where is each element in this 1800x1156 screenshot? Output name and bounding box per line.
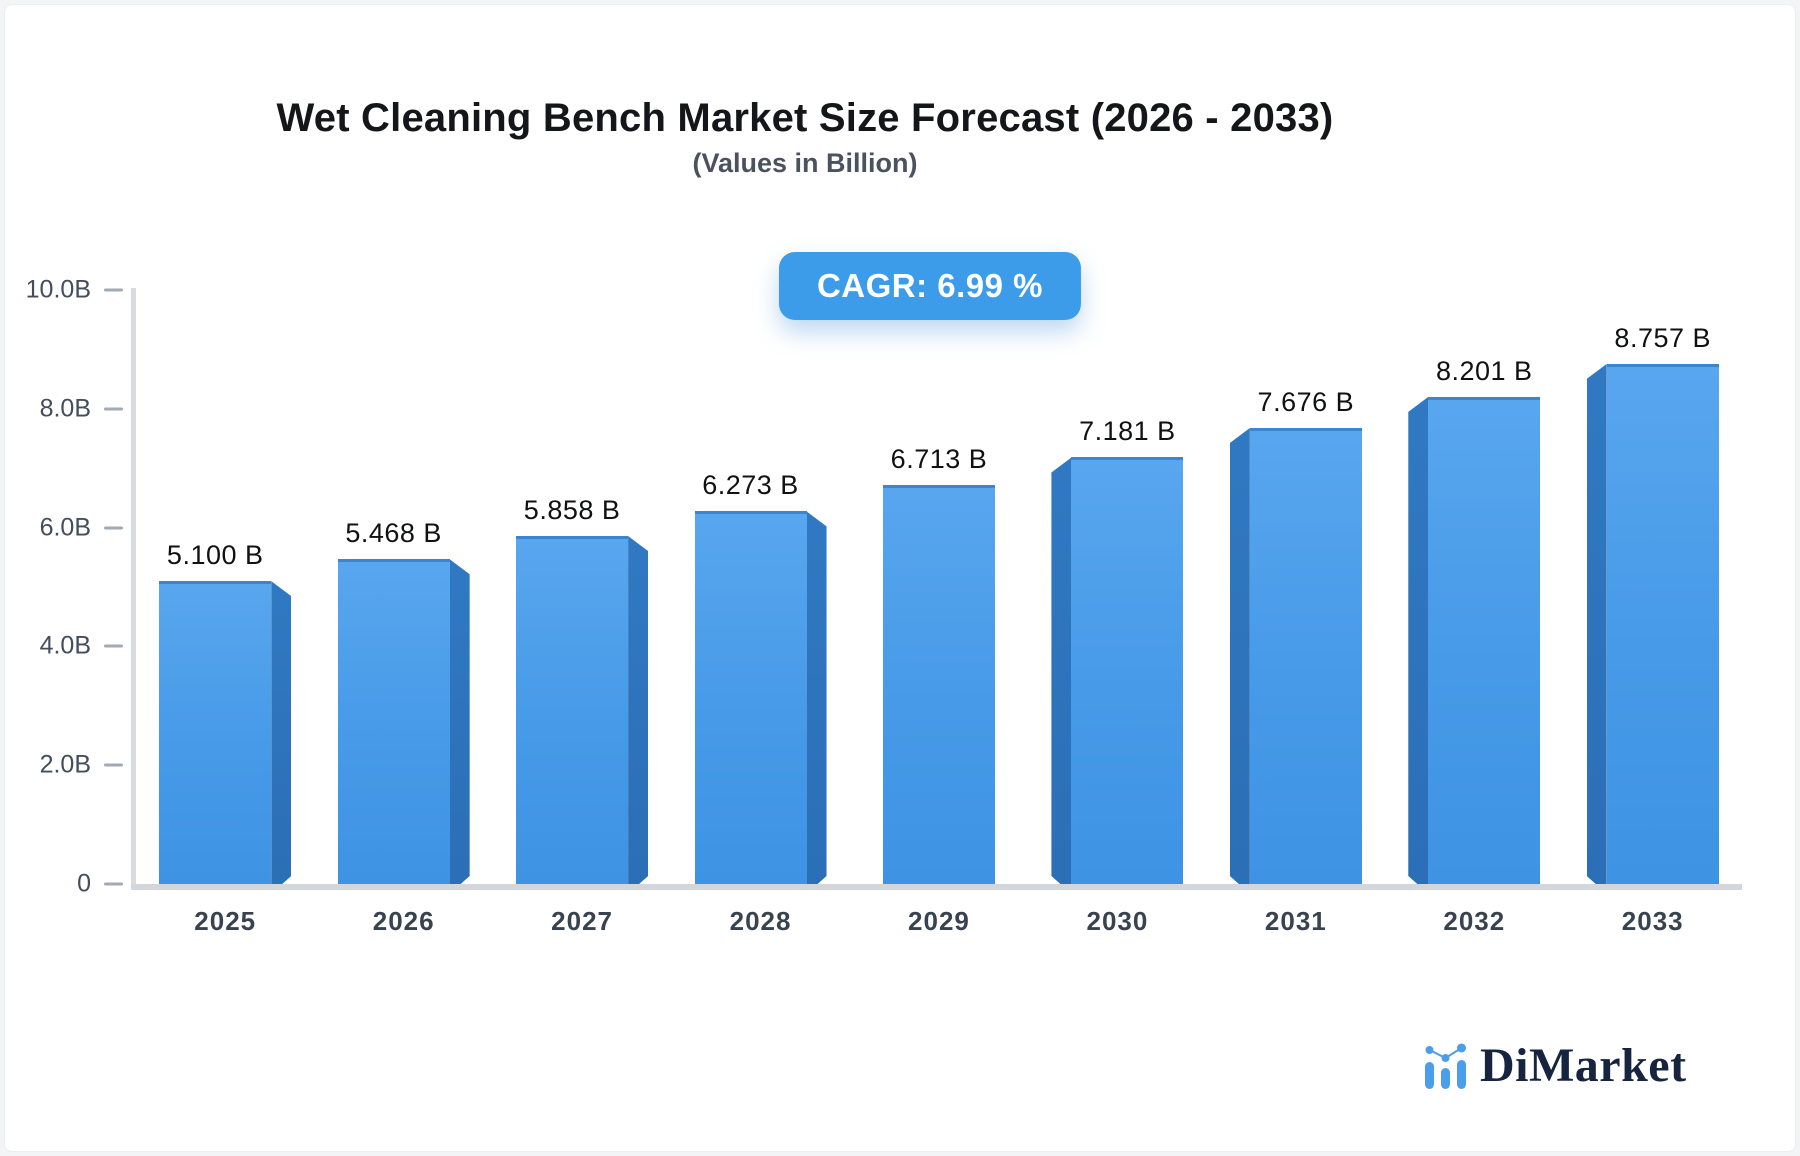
y-tick-dash [104, 526, 123, 530]
bar-2025: 5.100 B [159, 540, 291, 884]
y-tick-label: 0 [77, 869, 91, 898]
x-axis-label-2031: 2031 [1264, 906, 1327, 936]
bar-value-label-2027: 5.858 B [523, 495, 621, 526]
chart-title: Wet Cleaning Bench Market Size Forecast … [276, 96, 1334, 140]
bar-slot-2027: 5.858 B 2027 [493, 290, 671, 936]
x-axis-label-2032: 2032 [1443, 906, 1506, 936]
bar-value-label-2028: 6.273 B [702, 470, 799, 501]
chart-subtitle: (Values in Billion) [692, 148, 918, 178]
bar-2029: 6.713 B [882, 444, 995, 884]
cagr-badge: CAGR: 6.99 % [778, 252, 1082, 320]
x-axis-label-2030: 2030 [1086, 906, 1149, 936]
x-axis-label-2029: 2029 [908, 906, 970, 936]
y-tick-dash [104, 288, 123, 292]
y-tick-10.0B: 10.0B [26, 276, 136, 305]
bar-slot-2025: 5.100 B 2025 [136, 290, 314, 936]
y-tick-dash [104, 644, 123, 648]
bar-3d-shade [807, 511, 827, 884]
y-tick-label: 4.0B [39, 631, 91, 660]
bar-3d-shade [1051, 457, 1071, 884]
bar-value-label-2032: 8.201 B [1435, 355, 1533, 386]
bar-slots: 5.100 B 2025 5.468 B 2026 5.858 B 2027 6.273 B… [136, 290, 1742, 936]
bar-face-2033 [1606, 363, 1719, 884]
brand-logo: DiMarket [1424, 1038, 1687, 1093]
y-axis-line [131, 288, 136, 889]
y-tick-dash [104, 882, 123, 886]
bar-2033: 8.757 B [1587, 323, 1719, 884]
bar-value-label-2029: 6.713 B [890, 444, 988, 475]
bar-3d-shade [450, 559, 470, 884]
bar-2031: 7.676 B [1230, 387, 1362, 884]
y-tick-label: 6.0B [39, 513, 91, 542]
bar-slot-2033: 8.757 B 2033 [1564, 290, 1742, 936]
bar-2032: 8.201 B [1408, 356, 1541, 884]
bar-3d-shade [1408, 397, 1428, 884]
y-tick-label: 8.0B [39, 394, 91, 423]
bar-slot-2032: 8.201 B 2032 [1385, 290, 1563, 936]
bar-value-label-2026: 5.468 B [345, 518, 442, 549]
y-tick-label: 2.0B [39, 750, 91, 779]
bar-face-2027 [516, 536, 629, 884]
bar-slot-2026: 5.468 B 2026 [314, 290, 492, 936]
bar-2026: 5.468 B [337, 518, 470, 884]
y-tick-4.0B: 4.0B [40, 632, 136, 661]
x-axis-label-2028: 2028 [729, 906, 792, 936]
bar-2030: 7.181 B [1051, 416, 1184, 884]
bar-value-label-2033: 8.757 B [1614, 322, 1712, 353]
bar-chart-logo-icon [1425, 1043, 1466, 1089]
x-axis-baseline [131, 884, 1742, 890]
bar-3d-shade [628, 536, 648, 884]
bar-face-2026 [337, 559, 450, 884]
y-tick-dash [104, 407, 123, 411]
brand-name: DiMarket [1480, 1039, 1687, 1092]
bar-3d-shade [1587, 364, 1607, 884]
bar-slot-2028: 6.273 B 2028 [671, 290, 849, 936]
bar-face-2032 [1428, 396, 1541, 884]
bar-2028: 6.273 B [694, 470, 827, 884]
bar-slot-2029: 6.713 B 2029 [850, 290, 1028, 936]
bar-value-label-2025: 5.100 B [166, 540, 264, 571]
bar-3d-shade [1230, 428, 1250, 884]
x-axis-label-2025: 2025 [194, 906, 257, 936]
bar-value-label-2031: 7.676 B [1257, 387, 1355, 418]
bar-face-2029 [882, 485, 995, 884]
y-tick-2.0B: 2.0B [40, 751, 136, 780]
x-axis-label-2026: 2026 [372, 906, 435, 936]
y-tick-6.0B: 6.0B [40, 513, 136, 542]
y-tick-8.0B: 8.0B [40, 394, 136, 423]
bar-face-2030 [1071, 457, 1184, 884]
y-tick-0: 0 [77, 870, 136, 899]
bar-face-2028 [694, 511, 807, 884]
y-tick-dash [104, 763, 123, 767]
bar-slot-2030: 7.181 B 2030 [1028, 290, 1206, 936]
bar-face-2031 [1249, 428, 1362, 884]
y-tick-label: 10.0B [25, 275, 91, 304]
bar-2027: 5.858 B [516, 495, 648, 884]
bar-3d-shade [271, 581, 291, 884]
x-axis-label-2027: 2027 [551, 906, 614, 936]
plot-area: 0 2.0B 4.0B 6.0B 8.0B 10.0B 5.100 B 2025 5.468 … [26, 276, 1742, 936]
bar-face-2025 [159, 581, 272, 884]
bar-value-label-2030: 7.181 B [1079, 416, 1176, 447]
x-axis-label-2033: 2033 [1621, 906, 1684, 936]
bar-slot-2031: 7.676 B 2031 [1207, 290, 1385, 936]
